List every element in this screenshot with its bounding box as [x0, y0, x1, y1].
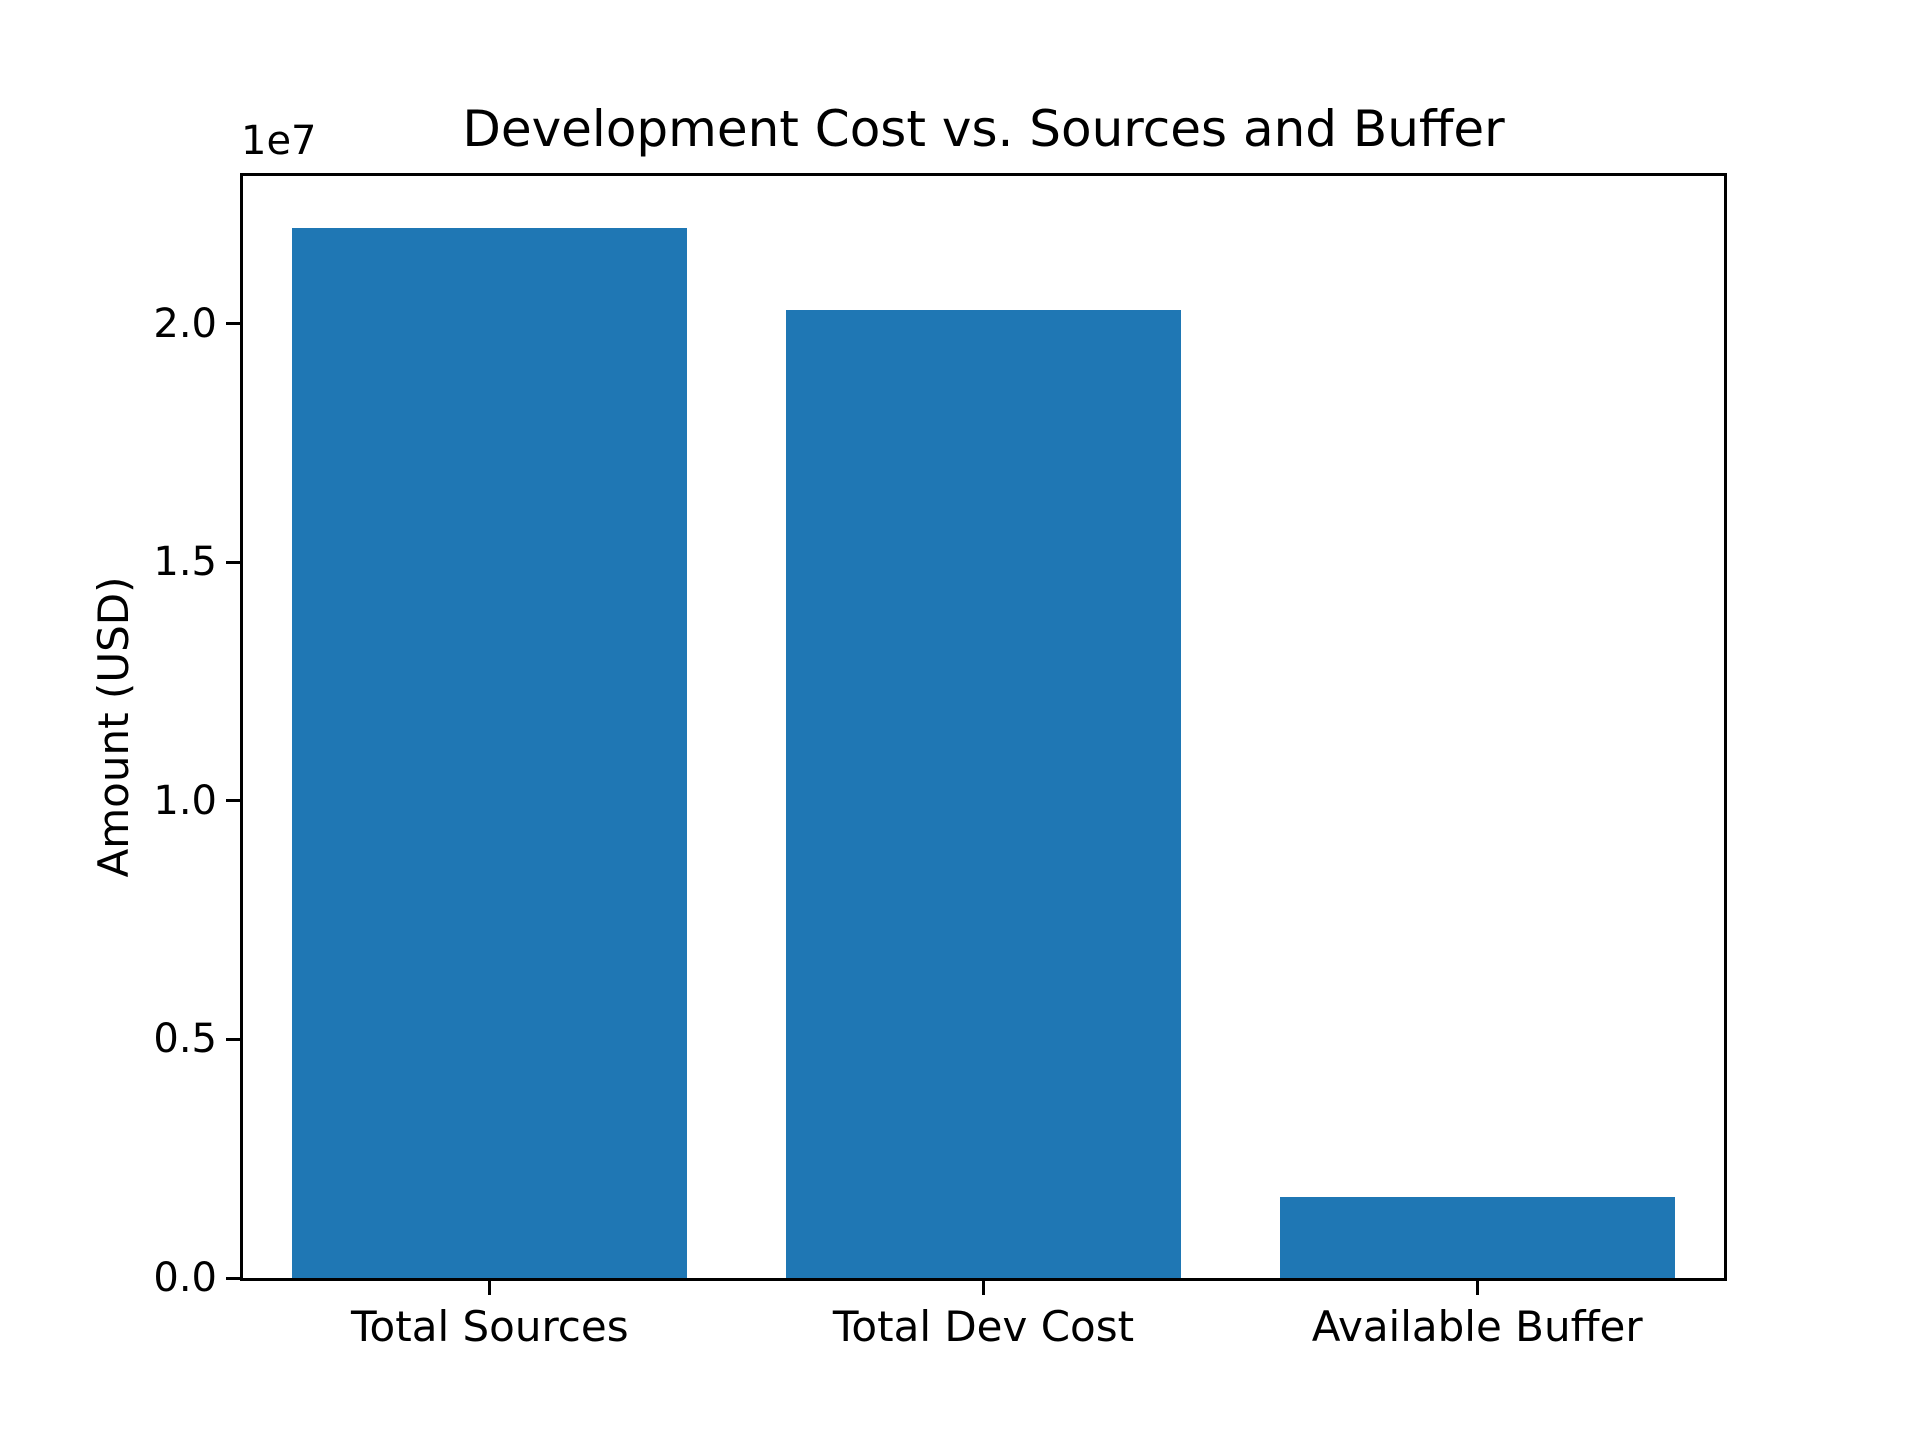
y-tick-mark-0.0	[226, 1276, 240, 1280]
x-tick-label-total-sources: Total Sources	[351, 1302, 629, 1351]
y-tick-mark-1.0	[226, 799, 240, 803]
x-tick-label-total-dev-cost: Total Dev Cost	[832, 1302, 1135, 1351]
y-axis-offset-label: 1e7	[241, 118, 317, 164]
y-tick-mark-1.5	[226, 560, 240, 564]
y-axis-label: Amount (USD)	[89, 576, 138, 878]
bar-available-buffer	[1279, 1196, 1675, 1278]
y-tick-label-0.5: 0.5	[153, 1016, 217, 1063]
y-tick-label-1.5: 1.5	[153, 539, 217, 586]
x-tick-mark-total-sources	[488, 1281, 492, 1295]
x-tick-label-available-buffer: Available Buffer	[1311, 1302, 1643, 1351]
x-tick-mark-available-buffer	[1475, 1281, 1479, 1295]
y-tick-label-0.0: 0.0	[153, 1255, 217, 1301]
x-tick-mark-total-dev-cost	[982, 1281, 985, 1295]
chart-title: Development Cost vs. Sources and Buffer	[462, 100, 1505, 158]
y-tick-mark-2.0	[226, 322, 240, 326]
plot-area: Amount (USD) 0.0 0.5 1.0 1.5 2.0 Total Sourc…	[89, 173, 1727, 1348]
bar-total-dev-cost	[786, 309, 1181, 1278]
y-tick-label-2.0: 2.0	[153, 300, 217, 347]
y-tick-mark-0.5	[226, 1037, 240, 1041]
y-tick-label-1.0: 1.0	[153, 777, 217, 824]
bar-total-sources	[292, 228, 688, 1278]
